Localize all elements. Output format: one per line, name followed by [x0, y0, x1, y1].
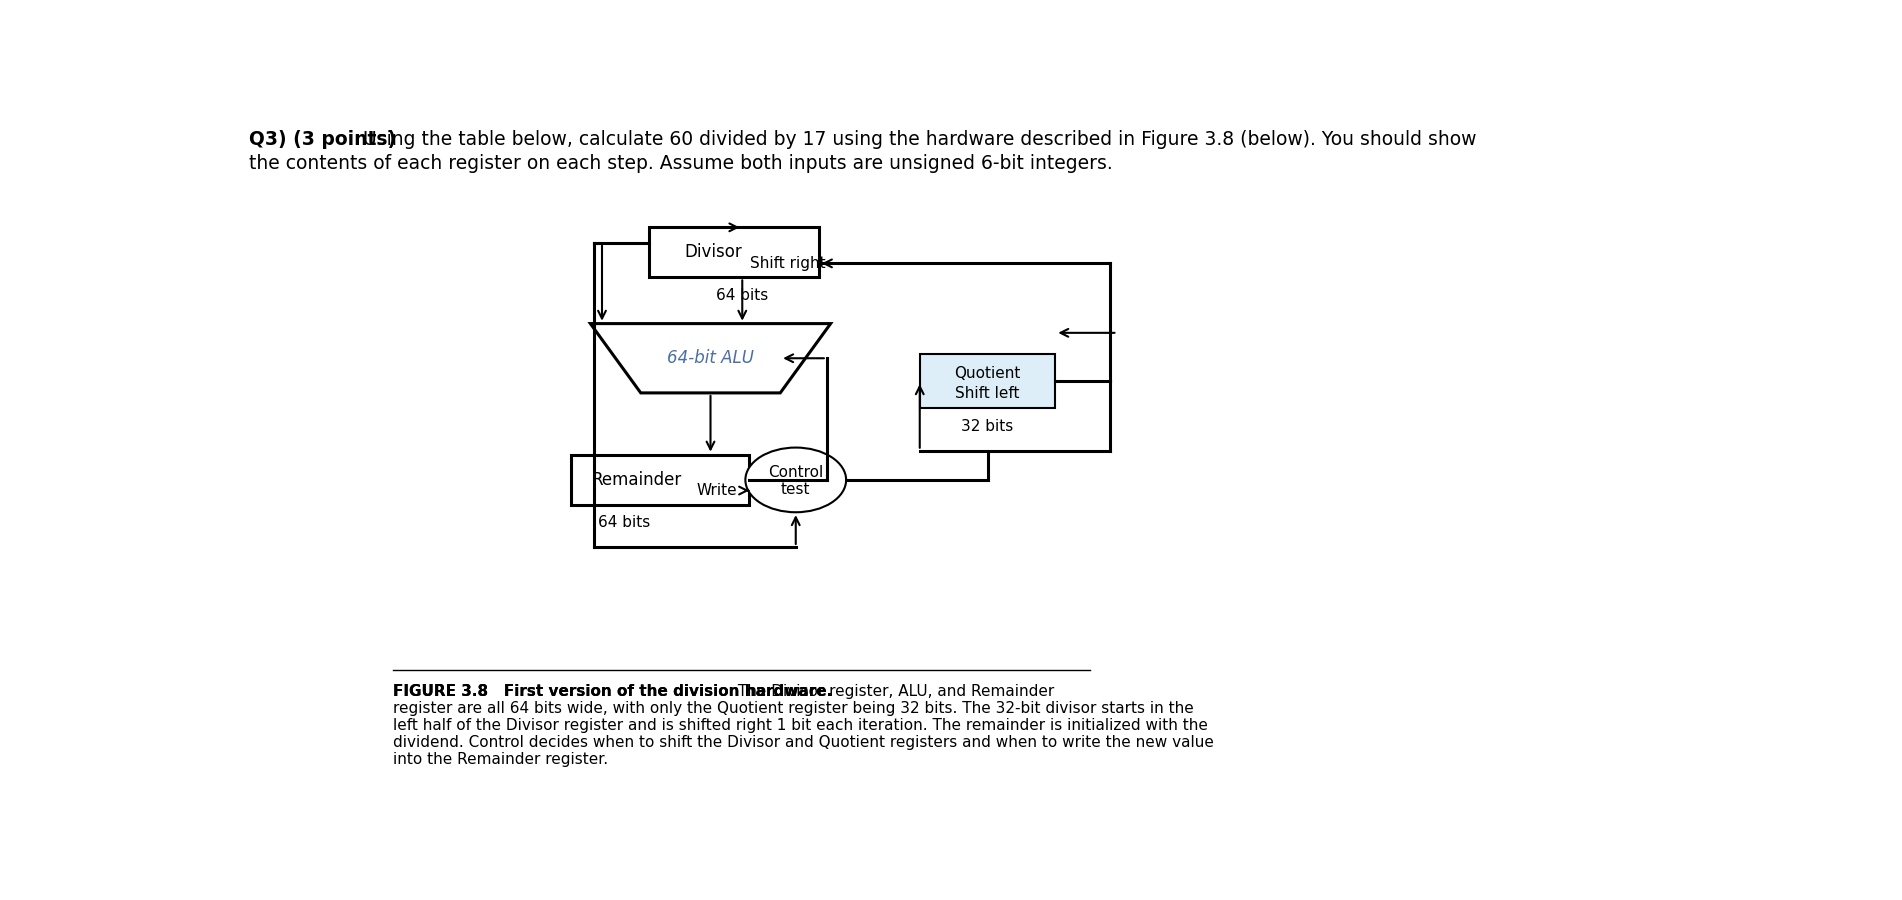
Bar	[649, 228, 820, 277]
Text: into the Remainder register.: into the Remainder register.	[392, 752, 609, 767]
Text: Using the table below, calculate 60 divided by 17 using the hardware described i: Using the table below, calculate 60 divi…	[363, 130, 1476, 148]
Text: Quotient: Quotient	[955, 365, 1021, 381]
Text: 64 bits: 64 bits	[717, 288, 768, 303]
Bar	[571, 454, 749, 505]
Text: FIGURE 3.8   First version of the division hardware.: FIGURE 3.8 First version of the division…	[392, 684, 831, 699]
Ellipse shape	[746, 447, 846, 512]
Text: dividend. Control decides when to shift the Divisor and Quotient registers and w: dividend. Control decides when to shift …	[392, 734, 1213, 750]
Text: Divisor: Divisor	[685, 243, 742, 261]
Text: Control: Control	[768, 465, 824, 481]
Text: 64-bit ALU: 64-bit ALU	[668, 349, 753, 367]
Text: Shift left: Shift left	[955, 386, 1019, 400]
Text: Q3) (3 points): Q3) (3 points)	[249, 130, 401, 148]
Text: Remainder: Remainder	[592, 471, 683, 489]
Text: FIGURE 3.8   First version of the division hardware.: FIGURE 3.8 First version of the division…	[392, 684, 831, 699]
Text: Write: Write	[696, 483, 738, 498]
Text: 32 bits: 32 bits	[961, 419, 1014, 434]
Polygon shape	[590, 324, 831, 393]
Text: test: test	[782, 482, 810, 498]
Text: register are all 64 bits wide, with only the Quotient register being 32 bits. Th: register are all 64 bits wide, with only…	[392, 701, 1193, 716]
Text: The Divisor register, ALU, and Remainder: The Divisor register, ALU, and Remainder	[732, 684, 1054, 699]
Text: Shift right: Shift right	[751, 256, 825, 271]
Text: the contents of each register on each step. Assume both inputs are unsigned 6-bi: the contents of each register on each st…	[249, 154, 1113, 173]
Text: left half of the Divisor register and is shifted right 1 bit each iteration. The: left half of the Divisor register and is…	[392, 718, 1208, 733]
Bar	[921, 355, 1056, 409]
Text: 64 bits: 64 bits	[599, 516, 650, 530]
